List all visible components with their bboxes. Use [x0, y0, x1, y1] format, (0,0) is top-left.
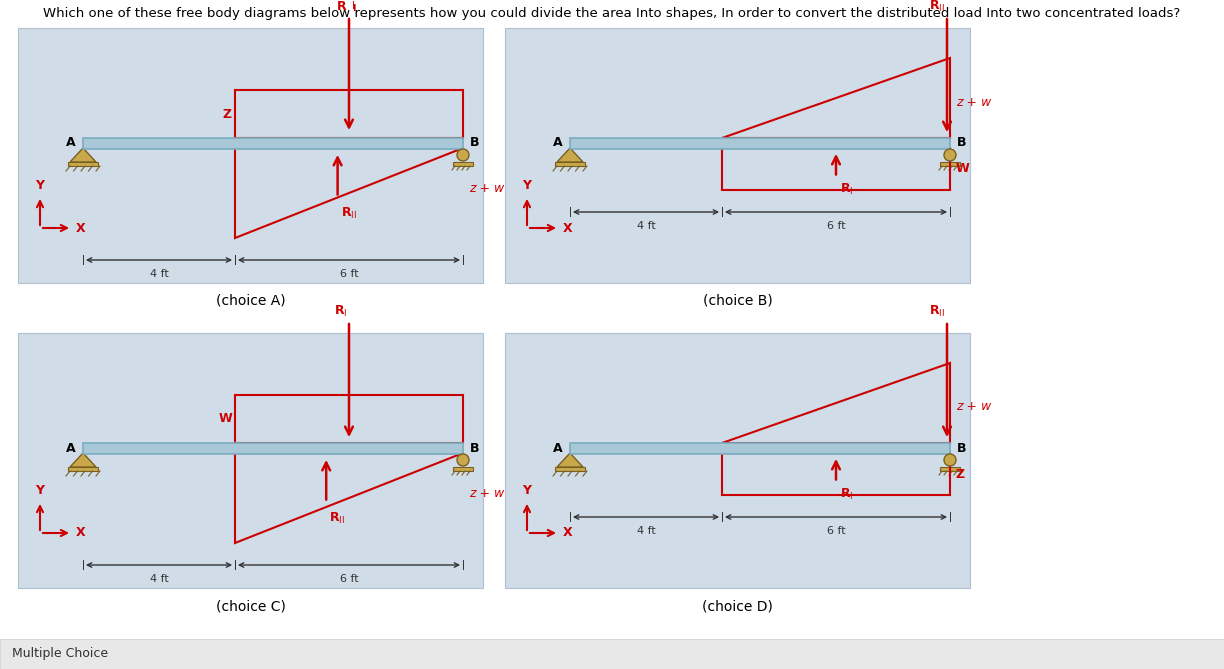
Text: W: W — [956, 163, 969, 175]
Text: A: A — [553, 442, 563, 454]
Circle shape — [457, 149, 469, 161]
Text: Y: Y — [523, 179, 531, 192]
Bar — [69, 162, 98, 166]
Text: B: B — [957, 442, 967, 454]
Text: R$_{\mathsf{II}}$: R$_{\mathsf{II}}$ — [929, 0, 945, 13]
Bar — [18, 28, 483, 283]
Text: (choice C): (choice C) — [215, 599, 285, 613]
Text: B: B — [470, 136, 480, 149]
Text: 4 ft: 4 ft — [636, 526, 655, 536]
Text: z + w: z + w — [469, 487, 504, 500]
Text: 4 ft: 4 ft — [149, 269, 169, 279]
Bar — [453, 467, 472, 471]
Text: Y: Y — [523, 484, 531, 497]
Polygon shape — [70, 453, 95, 467]
Text: (choice D): (choice D) — [703, 599, 772, 613]
Bar — [940, 162, 960, 166]
Circle shape — [944, 149, 956, 161]
Text: R$_{\mathsf{II}}$: R$_{\mathsf{II}}$ — [929, 304, 945, 318]
Text: A: A — [553, 136, 563, 149]
Text: R$_{\mathsf{II}}$: R$_{\mathsf{II}}$ — [340, 205, 356, 221]
Bar — [570, 443, 950, 454]
Text: R: R — [338, 0, 346, 13]
Bar — [453, 162, 472, 166]
Text: Z: Z — [956, 468, 966, 480]
Text: (choice B): (choice B) — [703, 294, 772, 308]
Text: 6 ft: 6 ft — [826, 221, 846, 231]
Text: B: B — [470, 442, 480, 454]
Text: z + w: z + w — [956, 401, 991, 413]
Text: B: B — [957, 136, 967, 149]
Text: X: X — [563, 221, 573, 235]
Text: W: W — [218, 413, 233, 425]
Polygon shape — [557, 148, 583, 162]
Bar — [83, 443, 463, 454]
Text: R$_{\mathsf{I}}$: R$_{\mathsf{I}}$ — [840, 182, 853, 197]
Bar — [554, 162, 585, 166]
Polygon shape — [557, 453, 583, 467]
Text: Y: Y — [35, 484, 44, 497]
Bar — [570, 138, 950, 149]
Text: 6 ft: 6 ft — [340, 574, 359, 584]
Text: Y: Y — [35, 179, 44, 192]
Bar — [69, 467, 98, 471]
Text: I: I — [353, 1, 355, 11]
Text: R$_{\mathsf{I}}$: R$_{\mathsf{I}}$ — [840, 487, 853, 502]
Bar — [83, 138, 463, 149]
Text: Which one of these free body diagrams below represents how you could divide the : Which one of these free body diagrams be… — [43, 7, 1181, 21]
Bar — [554, 467, 585, 471]
Text: 4 ft: 4 ft — [149, 574, 169, 584]
Bar — [940, 467, 960, 471]
Bar — [506, 28, 969, 283]
Text: z + w: z + w — [469, 182, 504, 195]
Text: X: X — [76, 221, 86, 235]
Text: R$_{\mathsf{II}}$: R$_{\mathsf{II}}$ — [329, 510, 345, 526]
Text: 6 ft: 6 ft — [340, 269, 359, 279]
Text: 4 ft: 4 ft — [636, 221, 655, 231]
Circle shape — [457, 454, 469, 466]
Circle shape — [944, 454, 956, 466]
Bar — [18, 333, 483, 588]
Text: R$_{\mathsf{I}}$: R$_{\mathsf{I}}$ — [334, 304, 346, 318]
Text: Multiple Choice: Multiple Choice — [12, 648, 108, 660]
Bar — [0, 639, 1224, 669]
Text: A: A — [66, 442, 76, 454]
Text: Z: Z — [223, 108, 233, 120]
Text: (choice A): (choice A) — [215, 294, 285, 308]
Polygon shape — [70, 148, 95, 162]
Text: z + w: z + w — [956, 96, 991, 108]
Text: X: X — [76, 527, 86, 539]
Text: I: I — [353, 4, 355, 13]
Text: X: X — [563, 527, 573, 539]
Text: 6 ft: 6 ft — [826, 526, 846, 536]
Text: A: A — [66, 136, 76, 149]
Bar — [506, 333, 969, 588]
